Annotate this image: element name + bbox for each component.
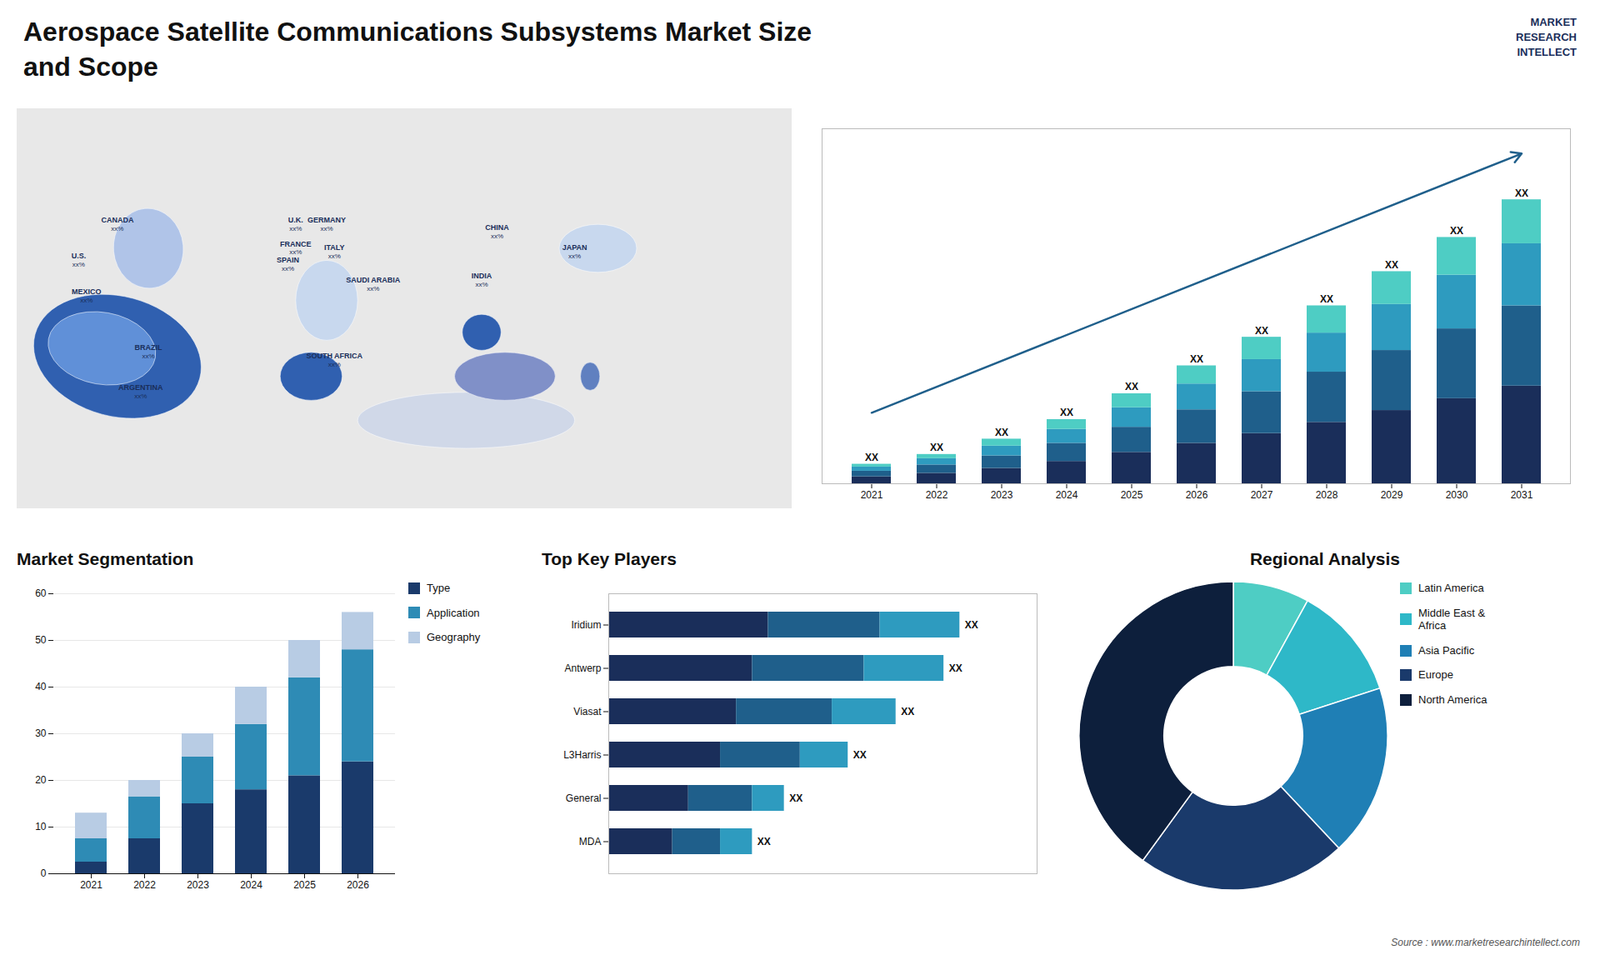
svg-text:XX: XX <box>1060 406 1074 419</box>
html-text:Geography: Geography <box>426 631 481 644</box>
svg-text:60: 60 <box>35 587 47 600</box>
svg-text:50: 50 <box>35 634 47 646</box>
html-text:Type: Type <box>426 581 451 595</box>
svg-text:xx%: xx% <box>289 225 302 233</box>
svg-text:2022: 2022 <box>925 489 949 501</box>
svg-text:XX: XX <box>757 835 771 848</box>
html-text:Source : www.marketresearchint: Source : www.marketresearchintellect.com <box>1391 936 1580 949</box>
svg-text:ITALY: ITALY <box>324 243 345 252</box>
svg-text:2023: 2023 <box>990 489 1014 501</box>
svg-text:U.K.: U.K. <box>288 215 304 225</box>
svg-text:INDIA: INDIA <box>471 271 493 280</box>
svg-text:2022: 2022 <box>133 879 156 891</box>
svg-text:XX: XX <box>1190 353 1204 365</box>
svg-text:XX: XX <box>1515 187 1529 200</box>
svg-text:XX: XX <box>1385 259 1399 271</box>
html-text:Application: Application <box>426 606 480 619</box>
svg-text:30: 30 <box>35 727 47 740</box>
svg-text:2027: 2027 <box>1250 489 1274 501</box>
svg-text:CANADA: CANADA <box>100 215 134 225</box>
svg-text:20: 20 <box>35 774 47 786</box>
svg-text:2028: 2028 <box>1315 489 1339 501</box>
html-text:Regional Analysis: Regional Analysis <box>1249 549 1401 569</box>
svg-text:XX: XX <box>995 426 1009 439</box>
svg-text:40: 40 <box>35 680 47 693</box>
svg-text:2021: 2021 <box>860 489 884 501</box>
svg-text:XX: XX <box>949 662 963 675</box>
svg-text:XX: XX <box>1450 225 1464 237</box>
svg-text:2026: 2026 <box>346 879 370 891</box>
svg-text:XX: XX <box>1320 293 1334 305</box>
svg-text:XX: XX <box>965 619 979 631</box>
svg-text:ARGENTINA: ARGENTINA <box>118 383 164 392</box>
svg-text:2029: 2029 <box>1380 489 1404 501</box>
svg-text:XX: XX <box>789 792 803 805</box>
svg-text:2031: 2031 <box>1510 489 1534 501</box>
svg-text:xx%: xx% <box>110 225 124 233</box>
html-text:Europe: Europe <box>1418 668 1454 682</box>
svg-text:xx%: xx% <box>328 252 341 260</box>
svg-text:L3Harris: L3Harris <box>563 749 601 761</box>
svg-text:xx%: xx% <box>490 232 504 240</box>
svg-text:2026: 2026 <box>1185 489 1209 501</box>
svg-text:xx%: xx% <box>134 392 147 400</box>
svg-text:xx%: xx% <box>281 265 295 273</box>
svg-text:2024: 2024 <box>1055 489 1079 501</box>
svg-text:Iridium: Iridium <box>570 619 601 631</box>
svg-text:U.S.: U.S. <box>71 251 87 260</box>
svg-text:XX: XX <box>930 441 944 454</box>
svg-text:SOUTH AFRICA: SOUTH AFRICA <box>305 351 363 360</box>
html-text:Latin America: Latin America <box>1418 581 1484 595</box>
svg-text:JAPAN: JAPAN <box>562 243 588 252</box>
html-text:MARKET RESEARCH INTELLECT: MARKET RESEARCH INTELLECT <box>1515 15 1577 59</box>
html-text:Aerospace Satellite Communicat: Aerospace Satellite Communications Subsy… <box>23 16 812 82</box>
html-text:North America: North America <box>1418 693 1487 706</box>
svg-text:Antwerp: Antwerp <box>564 662 601 675</box>
svg-text:xx%: xx% <box>289 248 302 257</box>
svg-text:GERMANY: GERMANY <box>307 215 346 225</box>
svg-text:CHINA: CHINA <box>485 223 510 232</box>
html-text:Asia Pacific: Asia Pacific <box>1418 644 1475 657</box>
svg-text:2030: 2030 <box>1445 489 1469 501</box>
svg-text:MDA: MDA <box>579 835 602 848</box>
svg-text:xx%: xx% <box>366 285 380 293</box>
svg-text:xx%: xx% <box>142 352 155 360</box>
svg-text:SAUDI ARABIA: SAUDI ARABIA <box>345 275 401 285</box>
svg-text:XX: XX <box>900 705 915 718</box>
svg-text:0: 0 <box>40 867 47 880</box>
html-text:Middle East & Africa: Middle East & Africa <box>1418 606 1486 632</box>
html-text:Market Segmentation: Market Segmentation <box>16 549 194 569</box>
svg-text:xx%: xx% <box>320 225 333 233</box>
svg-text:Viasat: Viasat <box>573 705 602 718</box>
svg-text:2023: 2023 <box>186 879 210 891</box>
svg-text:FRANCE: FRANCE <box>280 240 312 249</box>
svg-text:2025: 2025 <box>293 879 316 891</box>
svg-text:General: General <box>565 792 602 805</box>
svg-text:xx%: xx% <box>568 252 581 260</box>
svg-text:2024: 2024 <box>240 879 263 891</box>
svg-text:XX: XX <box>865 451 879 464</box>
svg-text:MEXICO: MEXICO <box>71 287 102 296</box>
svg-text:SPAIN: SPAIN <box>276 255 300 265</box>
svg-text:XX: XX <box>853 749 867 761</box>
svg-text:BRAZIL: BRAZIL <box>135 343 163 352</box>
svg-text:2021: 2021 <box>80 879 103 891</box>
svg-text:XX: XX <box>1125 380 1139 393</box>
svg-text:2025: 2025 <box>1120 489 1144 501</box>
svg-text:10: 10 <box>35 820 47 833</box>
svg-text:xx%: xx% <box>328 360 341 369</box>
svg-text:xx%: xx% <box>80 296 93 305</box>
svg-text:xx%: xx% <box>475 280 488 289</box>
svg-text:xx%: xx% <box>72 260 85 269</box>
html-text:Top Key Players: Top Key Players <box>541 549 677 569</box>
svg-text:XX: XX <box>1255 325 1269 337</box>
